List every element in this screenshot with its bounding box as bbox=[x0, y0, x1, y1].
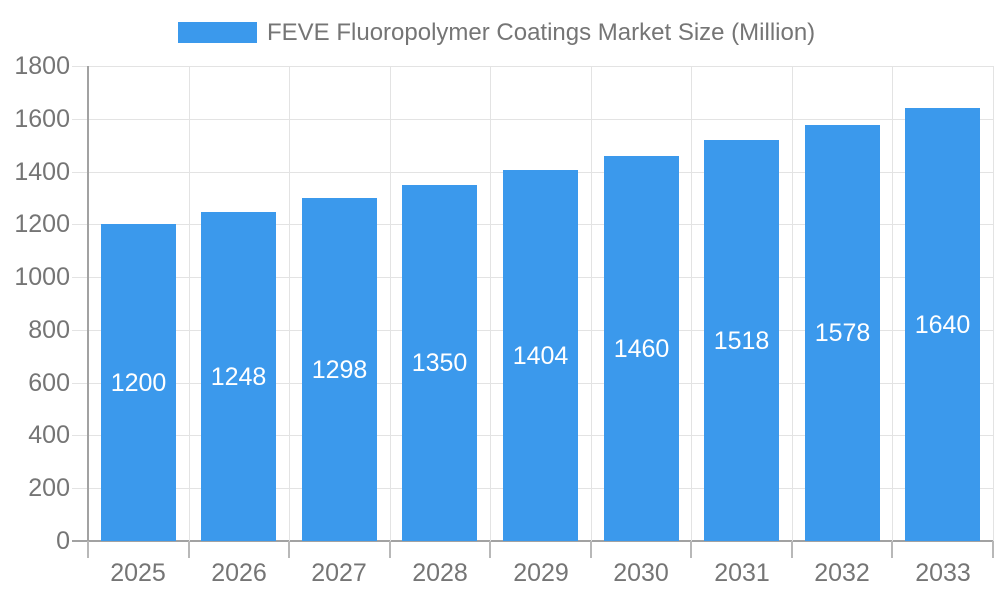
x-tick bbox=[590, 541, 592, 558]
x-gridline bbox=[993, 66, 994, 541]
x-axis-line bbox=[72, 540, 993, 542]
x-axis-label: 2025 bbox=[110, 559, 166, 587]
x-gridline bbox=[792, 66, 793, 541]
bar-value-label: 1460 bbox=[613, 335, 670, 363]
y-gridline bbox=[72, 119, 993, 120]
x-gridline bbox=[390, 66, 391, 541]
bar-value-label: 1578 bbox=[814, 319, 871, 347]
x-axis-label: 2033 bbox=[915, 559, 971, 587]
x-tick bbox=[389, 541, 391, 558]
y-axis-label: 1200 bbox=[14, 210, 70, 238]
bar[interactable]: 1518 bbox=[704, 140, 779, 541]
y-axis-line bbox=[87, 66, 89, 541]
bar-value-label: 1404 bbox=[512, 342, 569, 370]
y-axis-label: 1600 bbox=[14, 105, 70, 133]
bar[interactable]: 1578 bbox=[805, 125, 880, 541]
bar-value-label: 1350 bbox=[411, 349, 468, 377]
x-tick bbox=[489, 541, 491, 558]
y-axis-label: 0 bbox=[56, 527, 70, 555]
x-tick bbox=[992, 541, 994, 558]
x-tick bbox=[690, 541, 692, 558]
x-tick bbox=[791, 541, 793, 558]
y-axis-label: 400 bbox=[28, 421, 70, 449]
x-axis-label: 2028 bbox=[412, 559, 468, 587]
y-axis-label: 1400 bbox=[14, 158, 70, 186]
x-axis-label: 2031 bbox=[714, 559, 770, 587]
bar-value-label: 1298 bbox=[311, 356, 368, 384]
bar-value-label: 1248 bbox=[210, 363, 267, 391]
legend-label: FEVE Fluoropolymer Coatings Market Size … bbox=[267, 19, 816, 46]
bar[interactable]: 1640 bbox=[905, 108, 980, 541]
bar-value-label: 1640 bbox=[914, 311, 971, 339]
x-axis-label: 2026 bbox=[211, 559, 267, 587]
y-axis-label: 600 bbox=[28, 369, 70, 397]
bar[interactable]: 1200 bbox=[101, 224, 176, 541]
legend: FEVE Fluoropolymer Coatings Market Size … bbox=[0, 0, 1000, 56]
legend-swatch bbox=[178, 22, 257, 43]
x-gridline bbox=[691, 66, 692, 541]
x-tick bbox=[188, 541, 190, 558]
bar[interactable]: 1298 bbox=[302, 198, 377, 541]
x-axis-label: 2029 bbox=[513, 559, 569, 587]
y-gridline bbox=[72, 66, 993, 67]
x-tick bbox=[288, 541, 290, 558]
x-axis-label: 2030 bbox=[613, 559, 669, 587]
y-axis-label: 800 bbox=[28, 316, 70, 344]
x-gridline bbox=[189, 66, 190, 541]
x-axis-label: 2027 bbox=[311, 559, 367, 587]
y-axis-label: 1800 bbox=[14, 52, 70, 80]
y-axis-label: 200 bbox=[28, 474, 70, 502]
bar[interactable]: 1248 bbox=[201, 212, 276, 541]
x-gridline bbox=[892, 66, 893, 541]
x-gridline bbox=[490, 66, 491, 541]
x-gridline bbox=[289, 66, 290, 541]
x-tick bbox=[87, 541, 89, 558]
bar[interactable]: 1460 bbox=[604, 156, 679, 541]
bar[interactable]: 1350 bbox=[402, 185, 477, 541]
x-gridline bbox=[591, 66, 592, 541]
bar-value-label: 1200 bbox=[110, 369, 167, 397]
bar-value-label: 1518 bbox=[713, 327, 770, 355]
y-axis-label: 1000 bbox=[14, 263, 70, 291]
bar[interactable]: 1404 bbox=[503, 170, 578, 541]
x-tick bbox=[891, 541, 893, 558]
x-axis-label: 2032 bbox=[814, 559, 870, 587]
